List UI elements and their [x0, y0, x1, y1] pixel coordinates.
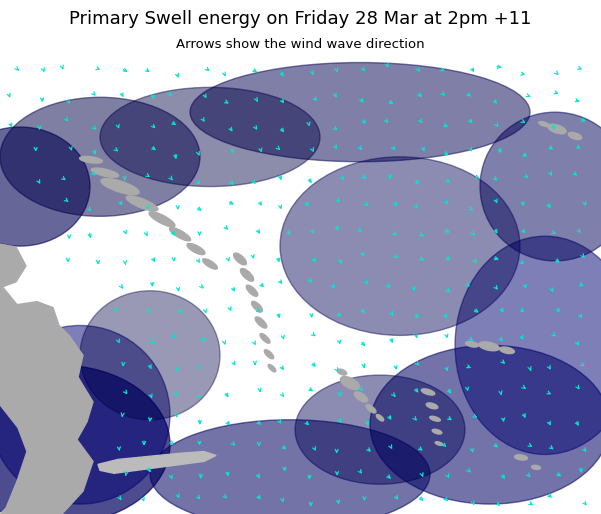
- Ellipse shape: [80, 291, 220, 420]
- Polygon shape: [98, 451, 216, 473]
- Ellipse shape: [499, 347, 514, 354]
- Ellipse shape: [569, 133, 582, 139]
- Ellipse shape: [376, 414, 383, 421]
- Ellipse shape: [190, 63, 530, 162]
- Ellipse shape: [370, 345, 601, 504]
- Ellipse shape: [421, 389, 435, 395]
- Ellipse shape: [0, 127, 90, 246]
- Ellipse shape: [100, 87, 320, 187]
- Ellipse shape: [355, 392, 368, 402]
- Ellipse shape: [91, 168, 118, 177]
- Ellipse shape: [126, 196, 158, 211]
- Ellipse shape: [548, 124, 566, 134]
- Ellipse shape: [79, 156, 102, 163]
- Ellipse shape: [340, 376, 359, 390]
- Ellipse shape: [187, 244, 205, 254]
- Ellipse shape: [366, 405, 376, 413]
- Ellipse shape: [426, 403, 438, 409]
- Ellipse shape: [264, 350, 273, 359]
- Ellipse shape: [240, 268, 254, 281]
- Ellipse shape: [435, 442, 443, 446]
- Ellipse shape: [150, 420, 430, 514]
- Ellipse shape: [430, 416, 441, 421]
- Polygon shape: [0, 284, 93, 514]
- Ellipse shape: [478, 342, 499, 351]
- Ellipse shape: [149, 212, 175, 227]
- Ellipse shape: [234, 253, 246, 265]
- Ellipse shape: [169, 228, 191, 241]
- Ellipse shape: [280, 157, 520, 336]
- Ellipse shape: [466, 342, 478, 347]
- Ellipse shape: [0, 365, 170, 514]
- Ellipse shape: [255, 317, 267, 328]
- Ellipse shape: [268, 364, 276, 372]
- Text: Arrows show the wind wave direction: Arrows show the wind wave direction: [176, 39, 425, 51]
- Ellipse shape: [101, 178, 139, 195]
- Ellipse shape: [0, 97, 200, 216]
- Ellipse shape: [203, 259, 218, 269]
- Ellipse shape: [480, 112, 601, 261]
- Ellipse shape: [455, 236, 601, 454]
- Ellipse shape: [538, 121, 549, 126]
- Ellipse shape: [295, 375, 465, 484]
- Ellipse shape: [337, 369, 347, 375]
- Polygon shape: [0, 244, 26, 288]
- Ellipse shape: [0, 325, 170, 504]
- Ellipse shape: [531, 465, 540, 469]
- Ellipse shape: [514, 455, 528, 460]
- Text: Primary Swell energy on Friday 28 Mar at 2pm +11: Primary Swell energy on Friday 28 Mar at…: [69, 10, 532, 28]
- Ellipse shape: [246, 285, 258, 297]
- Ellipse shape: [260, 334, 270, 343]
- Ellipse shape: [432, 429, 442, 434]
- Ellipse shape: [252, 301, 263, 312]
